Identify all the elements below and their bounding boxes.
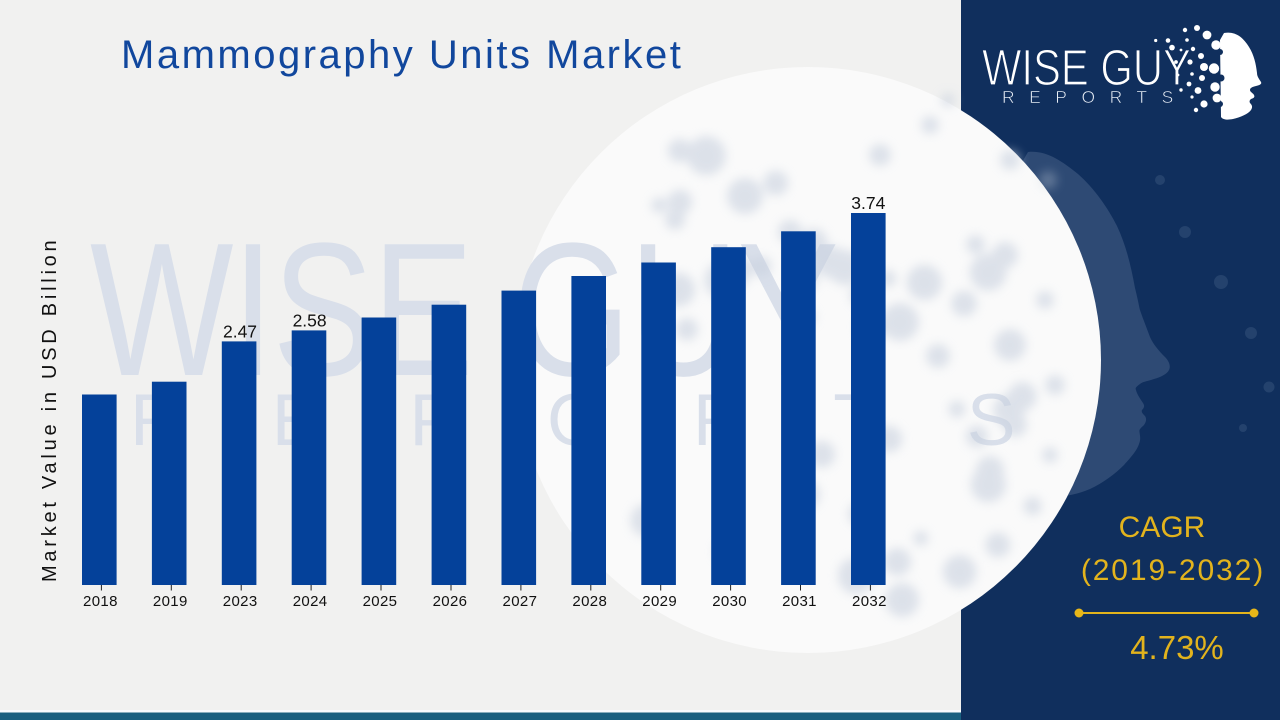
svg-text:2025: 2025 [363, 593, 398, 610]
svg-text:2030: 2030 [712, 593, 747, 610]
svg-text:REPORTS: REPORTS [1002, 87, 1188, 107]
svg-text:2.58: 2.58 [293, 311, 327, 331]
svg-text:Market Value in USD Billion: Market Value in USD Billion [39, 237, 61, 582]
svg-text:(2019-2032): (2019-2032) [1081, 554, 1265, 587]
svg-text:2.47: 2.47 [223, 322, 257, 342]
svg-text:4.73%: 4.73% [1130, 629, 1224, 666]
svg-text:3.74: 3.74 [851, 193, 885, 213]
svg-text:2027: 2027 [503, 593, 538, 610]
svg-text:2032: 2032 [852, 593, 887, 610]
svg-text:2023: 2023 [223, 593, 258, 610]
svg-text:2031: 2031 [782, 593, 817, 610]
svg-text:2018: 2018 [83, 593, 118, 610]
svg-text:Mammography Units Market: Mammography Units Market [121, 33, 683, 77]
svg-text:WISE GUY: WISE GUY [982, 39, 1191, 96]
svg-text:REPORTS: REPORTS [130, 380, 1105, 461]
svg-text:2028: 2028 [572, 593, 607, 610]
svg-text:2029: 2029 [642, 593, 677, 610]
svg-text:CAGR: CAGR [1119, 511, 1206, 544]
svg-text:2019: 2019 [153, 593, 188, 610]
svg-text:2024: 2024 [293, 593, 328, 610]
svg-text:2026: 2026 [433, 593, 468, 610]
